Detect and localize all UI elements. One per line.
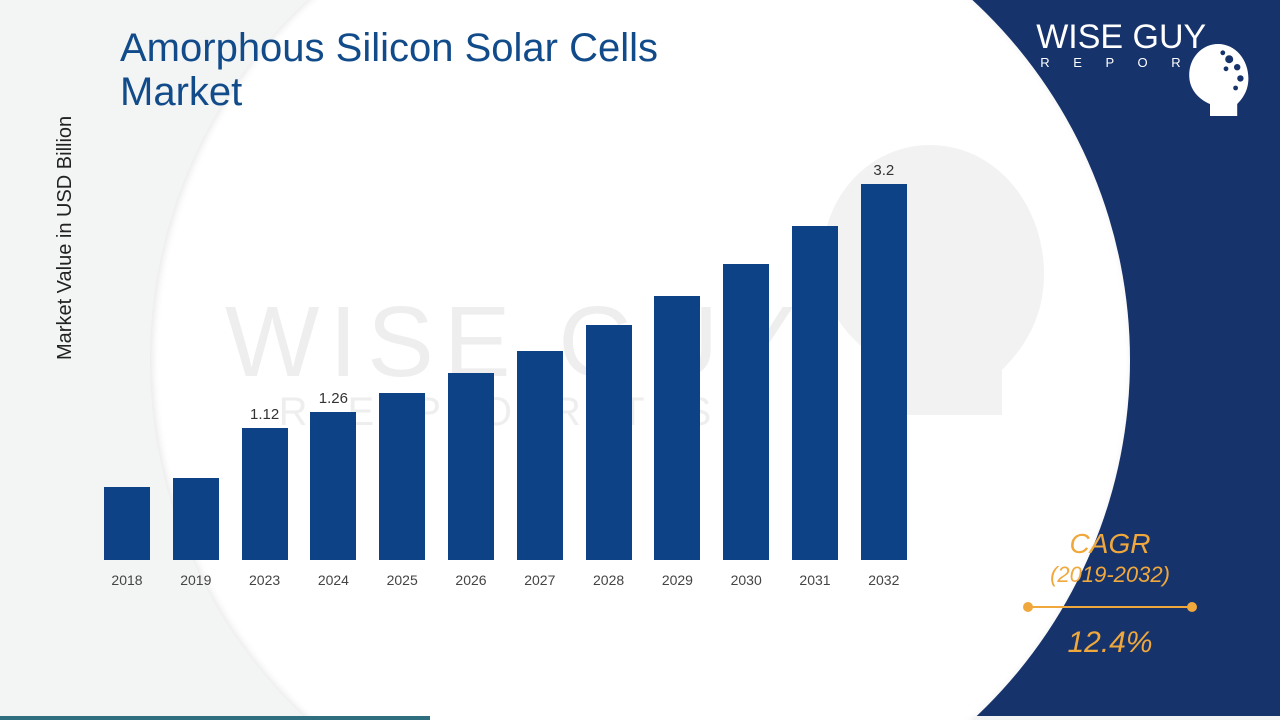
x-tick-label: 2030 <box>713 572 779 588</box>
chart-bar <box>586 325 632 560</box>
bar-value-label: 1.26 <box>310 390 356 407</box>
chart-title: Amorphous Silicon Solar Cells Market <box>120 26 740 114</box>
cagr-box: CAGR (2019-2032) 12.4% <box>1000 528 1220 660</box>
x-tick-label: 2032 <box>851 572 917 588</box>
chart-bar <box>654 296 700 560</box>
x-tick-label: 2023 <box>232 572 298 588</box>
chart-bar <box>792 226 838 560</box>
bar-chart: 1.121.263.2 2018201920232024202520262027… <box>100 160 930 600</box>
x-tick-label: 2027 <box>507 572 573 588</box>
x-tick-label: 2028 <box>576 572 642 588</box>
logo-head-icon <box>1178 40 1258 120</box>
bar-value-label: 1.12 <box>242 406 288 423</box>
plot-area: 1.12 1.26 3.2 <box>100 160 930 560</box>
cagr-value: 12.4% <box>1000 626 1220 660</box>
chart-bar <box>104 487 150 560</box>
cagr-divider <box>1025 606 1195 608</box>
bar-value-label: 3.2 <box>861 162 907 179</box>
x-tick-label: 2031 <box>782 572 848 588</box>
chart-bar <box>173 478 219 560</box>
chart-bar <box>723 264 769 560</box>
bottom-accent-bar <box>0 716 430 720</box>
cagr-title: CAGR <box>1000 528 1220 560</box>
chart-bar <box>379 393 425 560</box>
chart-bar: 3.2 <box>861 184 907 560</box>
cagr-subtitle: (2019-2032) <box>1000 562 1220 588</box>
x-tick-label: 2018 <box>94 572 160 588</box>
chart-bar <box>448 373 494 560</box>
y-axis-label: Market Value in USD Billion <box>54 116 77 360</box>
x-tick-label: 2024 <box>300 572 366 588</box>
x-tick-label: 2026 <box>438 572 504 588</box>
chart-bar <box>517 351 563 560</box>
brand-logo: WISE GUY R E P O R T S <box>1036 18 1254 70</box>
chart-bar: 1.26 <box>310 412 356 560</box>
x-tick-label: 2029 <box>644 572 710 588</box>
chart-bar: 1.12 <box>242 428 288 560</box>
x-tick-label: 2019 <box>163 572 229 588</box>
x-tick-label: 2025 <box>369 572 435 588</box>
